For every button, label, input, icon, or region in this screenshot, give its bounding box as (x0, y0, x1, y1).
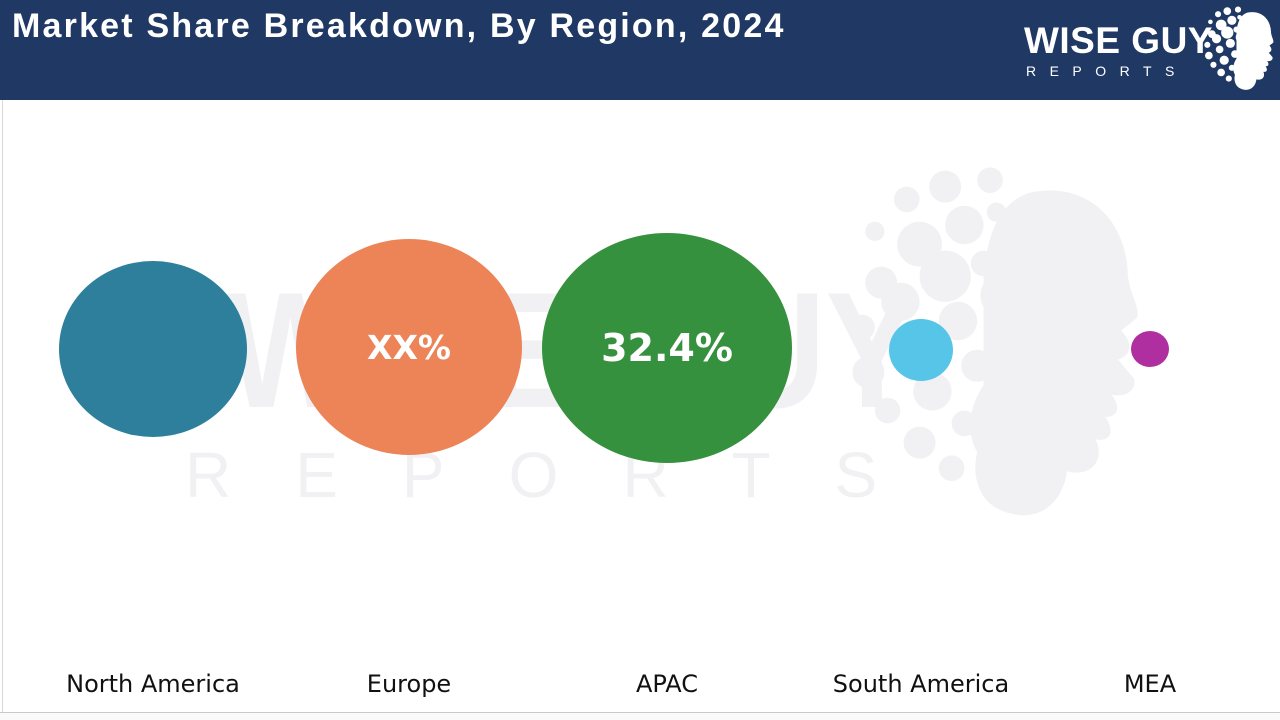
bubble-value-label-apac: 32.4% (601, 326, 733, 370)
bubble-apac: 32.4% (542, 233, 792, 463)
category-row: North America Europe APAC South America MEA (0, 670, 1280, 702)
bubble-value-label-europe: XX% (367, 327, 451, 367)
wiseguy-logo: WISE GUY REPORTS (1024, 0, 1277, 100)
bubble-layer: XX% 32.4% (0, 100, 1280, 712)
watermark-subtext: REPORTS (185, 439, 942, 511)
category-label-south-america: South America (832, 670, 1010, 698)
category-label-europe: Europe (366, 670, 452, 698)
wiseguy-head-icon (1204, 6, 1274, 90)
axis-line-left (2, 100, 3, 712)
category-label-mea: MEA (1123, 670, 1177, 698)
bottom-strip (0, 712, 1280, 720)
logo-subtext: REPORTS (1025, 63, 1188, 79)
category-label-north-america: North America (66, 670, 240, 698)
category-label-apac: APAC (635, 670, 699, 698)
page-title: Market Share Breakdown, By Region, 2024 (12, 7, 786, 45)
logo-text: WISE GUY REPORTS (1024, 22, 1213, 79)
bubble-south-america (889, 319, 953, 381)
watermark-head-icon (849, 167, 1138, 516)
bubble-europe: XX% (296, 239, 522, 455)
logo-wordmark: WISE GUY (1023, 20, 1213, 61)
bubble-mea (1131, 331, 1169, 367)
header: Market Share Breakdown, By Region, 2024 … (0, 0, 1280, 100)
bubble-chart: WISE GUY REPORTS XX%32.4% North AmericaE… (0, 100, 1280, 712)
bubble-north-america (59, 261, 247, 437)
